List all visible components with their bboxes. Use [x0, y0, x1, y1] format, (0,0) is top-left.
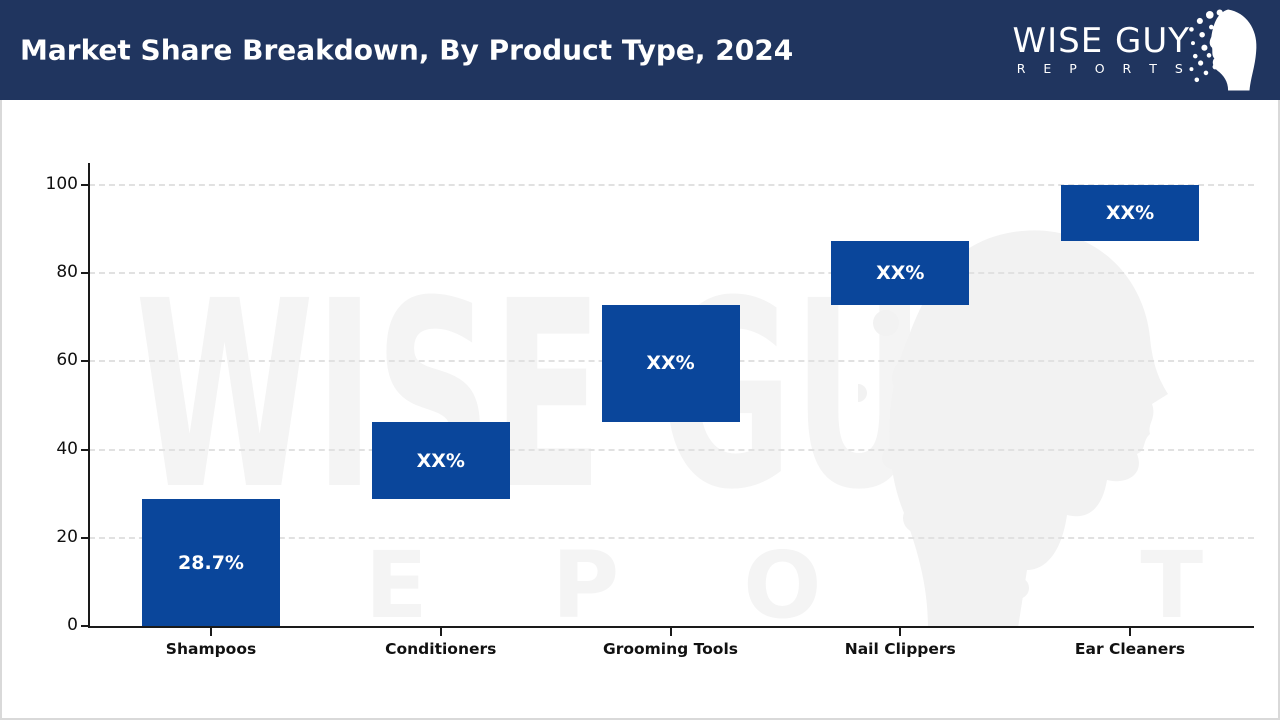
- y-axis-tick: [81, 536, 89, 539]
- y-axis-tick: [81, 448, 89, 451]
- logo-wordmark: WISE GUY R E P O R T S: [1012, 21, 1190, 76]
- y-axis-line: [88, 163, 90, 628]
- category-label: Conditioners: [385, 640, 497, 658]
- bar-value-label: XX%: [646, 352, 695, 375]
- grid-line: [89, 448, 1254, 451]
- header-bar: Market Share Breakdown, By Product Type,…: [0, 0, 1280, 100]
- bar-value-label: 28.7%: [178, 551, 244, 574]
- y-tick-label: 20: [56, 526, 78, 547]
- bar-value-label: XX%: [416, 449, 465, 472]
- x-axis-tick: [1129, 628, 1131, 636]
- y-tick-label: 80: [56, 262, 78, 283]
- brand-logo: WISE GUY R E P O R T S: [1012, 8, 1264, 92]
- frame-border-bottom: [0, 718, 1280, 720]
- y-axis-tick: [81, 360, 89, 363]
- bar-value-label: XX%: [876, 261, 925, 284]
- bar: XX%: [601, 304, 740, 422]
- frame-border-left: [0, 100, 2, 720]
- logo-head-profile-icon: [1189, 9, 1257, 91]
- x-axis-tick: [899, 628, 902, 636]
- x-axis-tick: [669, 628, 672, 636]
- category-label: Nail Clippers: [844, 640, 956, 658]
- x-axis-line: [88, 626, 1254, 628]
- y-tick-label: 60: [56, 350, 78, 371]
- chart-title: Market Share Breakdown, By Product Type,…: [20, 33, 794, 67]
- grid-line: [89, 536, 1254, 539]
- bar-value-label: XX%: [1105, 202, 1155, 225]
- y-axis-tick: [81, 184, 89, 186]
- y-axis-tick: [81, 272, 89, 275]
- bar: 28.7%: [142, 499, 280, 626]
- grid-line: [89, 272, 1254, 275]
- y-tick-label: 100: [45, 174, 78, 194]
- bar: XX%: [831, 241, 970, 305]
- category-label: Shampoos: [165, 640, 257, 658]
- grid-line: [89, 184, 1254, 186]
- chart-area: WISE GUY R E P O R T S 0 20 40 60 80 100 28.7%…: [0, 100, 1280, 720]
- bar: XX%: [371, 421, 510, 500]
- x-axis-tick: [210, 628, 212, 636]
- watermark-subtext: R E P O R T S: [170, 532, 1280, 639]
- logo-wordmark-line1: WISE GUY: [1012, 21, 1190, 62]
- y-axis-tick: [81, 625, 89, 627]
- watermark-text: WISE GUY: [135, 246, 1043, 546]
- y-tick-label: 0: [67, 615, 78, 635]
- bar: XX%: [1061, 185, 1199, 242]
- y-tick-label: 40: [56, 438, 78, 459]
- frame-border-right: [1278, 100, 1280, 720]
- category-label: Grooming Tools: [602, 640, 738, 658]
- logo-wordmark-line2: R E P O R T S: [1016, 60, 1190, 76]
- category-label: Ear Cleaners: [1074, 640, 1186, 658]
- x-axis-tick: [439, 628, 442, 636]
